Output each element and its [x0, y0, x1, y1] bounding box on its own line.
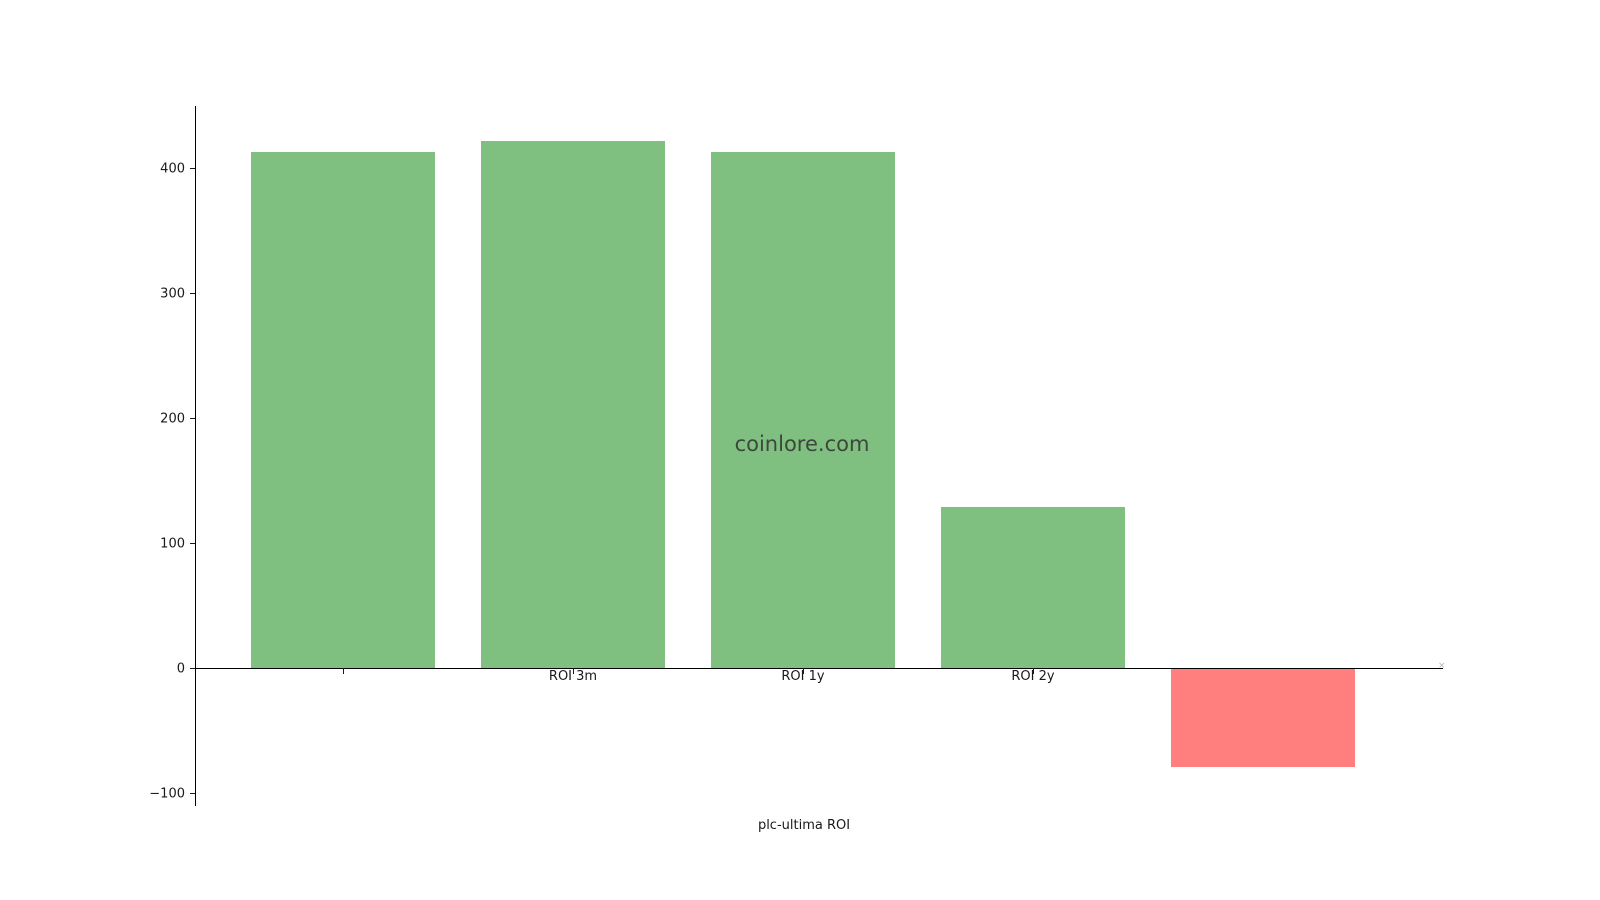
y-tick-label: 200 — [160, 411, 185, 426]
x-tick — [343, 668, 344, 674]
x-axis-title: plc-ultima ROI — [757, 818, 851, 833]
watermark-text: coinlore.com — [734, 432, 870, 456]
x-tick — [803, 668, 804, 674]
y-tick-label: 0 — [176, 661, 185, 676]
bar-roi-1y — [711, 151, 895, 668]
y-tick — [190, 793, 195, 794]
y-tick — [190, 418, 195, 419]
y-tick — [190, 668, 195, 669]
bar-unlabeled-0 — [251, 151, 435, 668]
y-axis-spine — [195, 105, 196, 806]
x-tick — [1033, 668, 1034, 674]
y-tick-label: 100 — [160, 536, 185, 551]
x-tick-label: ROI 1y — [781, 669, 825, 684]
bar-unlabeled-4 — [1171, 668, 1355, 767]
y-tick — [190, 543, 195, 544]
x-tick — [573, 668, 574, 674]
x-tick-label: ROI 3m — [548, 669, 598, 684]
bar-roi-2y — [941, 506, 1125, 668]
y-tick — [190, 168, 195, 169]
y-tick-label: 400 — [160, 161, 185, 176]
x-tick-label: ROI 2y — [1011, 669, 1055, 684]
x-axis-line — [195, 668, 1443, 669]
bar-roi-3m — [481, 140, 665, 668]
y-tick-label: −100 — [149, 786, 185, 801]
axis-end-mark: × — [1438, 661, 1446, 671]
y-tick — [190, 293, 195, 294]
y-tick-label: 300 — [160, 286, 185, 301]
